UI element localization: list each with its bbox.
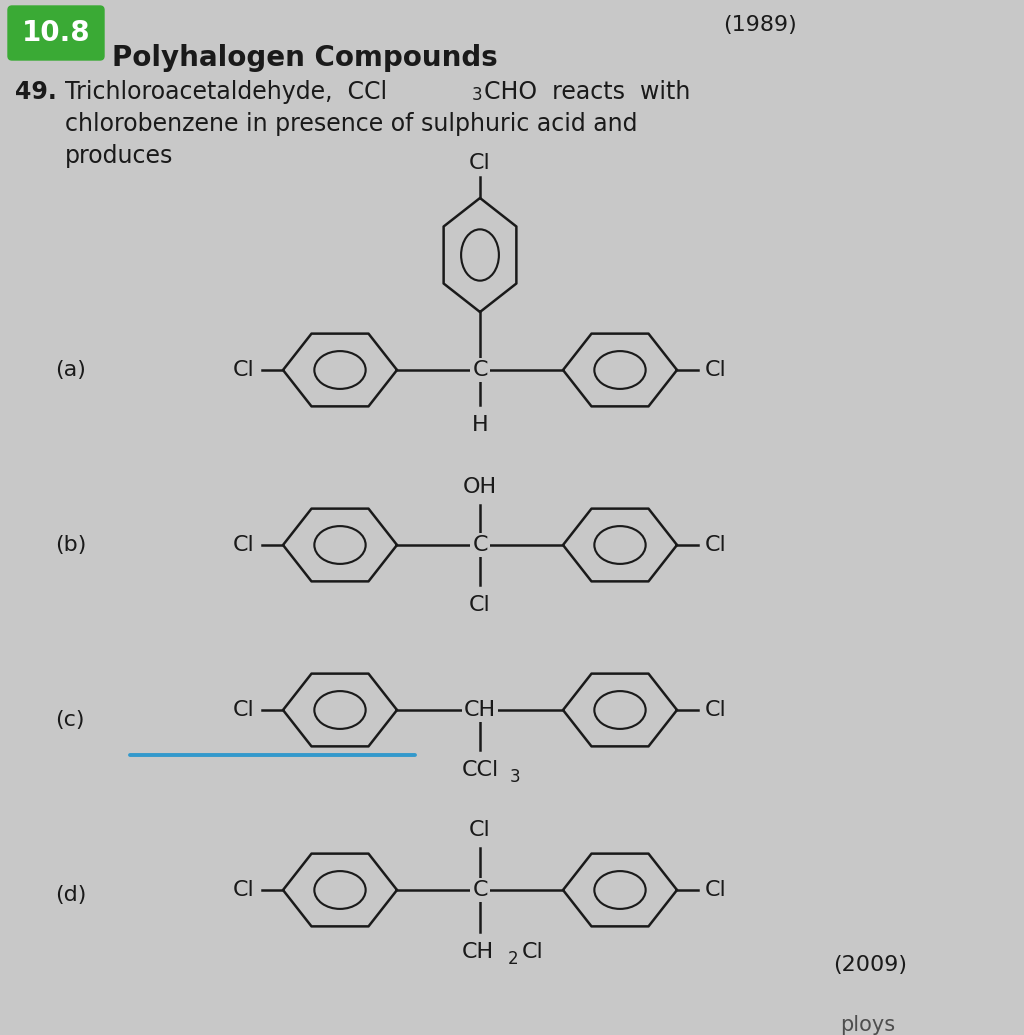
- Text: Cl: Cl: [233, 360, 255, 380]
- Text: (c): (c): [55, 710, 85, 730]
- Text: C: C: [472, 880, 487, 900]
- Text: CH: CH: [464, 700, 496, 720]
- Text: H: H: [472, 415, 488, 435]
- Text: (a): (a): [55, 360, 86, 380]
- Text: Cl: Cl: [469, 595, 490, 615]
- Text: C: C: [472, 360, 487, 380]
- Text: 10.8: 10.8: [22, 19, 90, 47]
- Text: CHO  reacts  with: CHO reacts with: [484, 80, 690, 104]
- Text: Polyhalogen Compounds: Polyhalogen Compounds: [112, 45, 498, 72]
- Text: Cl: Cl: [233, 700, 255, 720]
- Text: ploys: ploys: [840, 1015, 895, 1035]
- Text: C: C: [472, 535, 487, 555]
- Text: produces: produces: [65, 144, 173, 168]
- Text: 3: 3: [472, 86, 482, 104]
- Text: OH: OH: [463, 477, 497, 497]
- Text: CCl: CCl: [462, 760, 500, 780]
- Text: Cl: Cl: [705, 535, 727, 555]
- Text: (2009): (2009): [833, 955, 907, 975]
- Text: (1989): (1989): [723, 14, 797, 35]
- Text: 2: 2: [508, 950, 518, 968]
- Text: Cl: Cl: [469, 153, 490, 173]
- Text: CH: CH: [462, 942, 495, 962]
- Text: 3: 3: [510, 768, 520, 786]
- Text: Cl: Cl: [233, 880, 255, 900]
- Text: Cl: Cl: [705, 880, 727, 900]
- Text: Cl: Cl: [469, 820, 490, 840]
- Text: Cl: Cl: [705, 360, 727, 380]
- Text: 49.: 49.: [15, 80, 56, 104]
- FancyBboxPatch shape: [8, 6, 104, 60]
- Text: chlorobenzene in presence of sulphuric acid and: chlorobenzene in presence of sulphuric a…: [65, 112, 638, 136]
- Text: (d): (d): [55, 885, 86, 905]
- Text: Cl: Cl: [233, 535, 255, 555]
- Text: (b): (b): [55, 535, 86, 555]
- Text: Cl: Cl: [705, 700, 727, 720]
- Text: Cl: Cl: [522, 942, 544, 962]
- Text: Trichloroacetaldehyde,  CCl: Trichloroacetaldehyde, CCl: [65, 80, 387, 104]
